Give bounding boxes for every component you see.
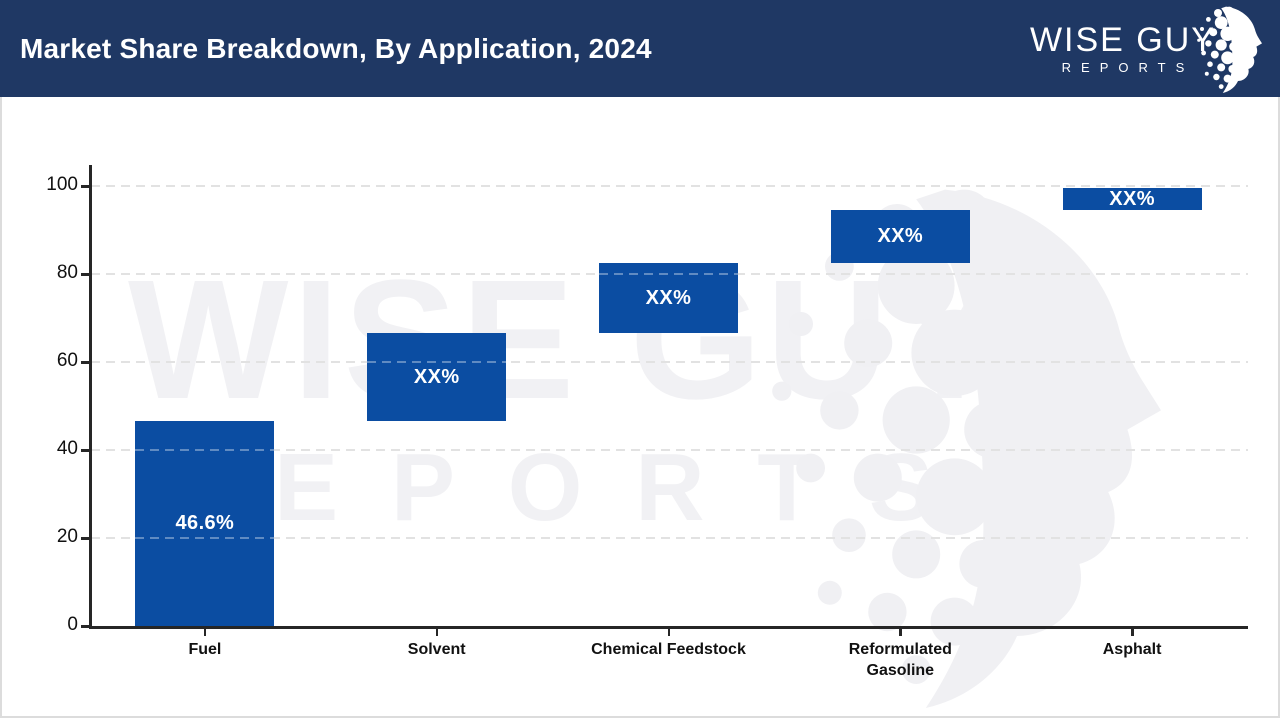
- gridline-40: [91, 449, 1248, 451]
- x-tick-3: [899, 628, 902, 636]
- y-tick-60: [81, 361, 89, 364]
- x-tick-1: [435, 628, 439, 636]
- y-tick-0: [81, 625, 89, 628]
- y-axis-tick-label: 100: [46, 174, 78, 195]
- page-title: Market Share Breakdown, By Application, …: [20, 32, 652, 64]
- x-tick-4: [1131, 628, 1134, 636]
- bar-asphalt: XX%: [1062, 187, 1202, 210]
- y-axis-tick-label: 60: [56, 350, 78, 371]
- gridline-overlay: [367, 360, 507, 363]
- gridline-overlay: [135, 448, 275, 451]
- y-axis-line: [89, 165, 92, 628]
- x-tick-2: [667, 628, 670, 636]
- x-axis-category-label: Asphalt: [1102, 641, 1162, 658]
- gridline-100: [91, 185, 1248, 187]
- bar-value-label: XX%: [1109, 187, 1155, 210]
- x-tick-0: [203, 628, 207, 636]
- bar-value-label: 46.6%: [175, 512, 235, 535]
- x-axis-category-label: Solvent: [407, 641, 466, 658]
- bar-value-label: XX%: [877, 225, 924, 248]
- y-tick-100: [81, 185, 89, 188]
- y-tick-20: [81, 537, 89, 540]
- gridline-overlay: [599, 272, 738, 275]
- gridline-overlay: [135, 536, 275, 539]
- y-tick-80: [81, 273, 89, 276]
- x-axis-category-label: Reformulated Gasoline: [848, 641, 952, 679]
- logo-subtext: REPORTS: [1061, 59, 1195, 75]
- y-axis-tick-label: 80: [56, 262, 78, 283]
- bar-chemical-feedstock: XX%: [599, 262, 738, 333]
- x-axis-category-label: Fuel: [188, 641, 222, 658]
- y-axis-tick-label: 40: [56, 438, 78, 459]
- header: Market Share Breakdown, By Application, …: [0, 0, 1280, 97]
- gridline-60: [91, 361, 1248, 363]
- y-tick-40: [81, 449, 89, 452]
- logo-text: WISE GUY REPORTS: [1030, 23, 1216, 75]
- x-axis-category-label: Chemical Feedstock: [591, 641, 746, 658]
- bar-reformulated-gasoline: XX%: [830, 209, 970, 263]
- gridline-20: [91, 537, 1248, 539]
- brand-logo: WISE GUY REPORTS: [1030, 5, 1266, 93]
- bar-value-label: XX%: [645, 286, 692, 309]
- watermark-subtext: REPORTS: [152, 434, 986, 541]
- y-axis-tick-label: 20: [56, 526, 78, 547]
- bar-value-label: XX%: [413, 365, 460, 388]
- x-axis-line: [89, 626, 1248, 629]
- bar-fuel: 46.6%: [135, 420, 275, 626]
- logo-wordmark: WISE GUY: [1029, 20, 1216, 59]
- y-axis-tick-label: 0: [67, 614, 78, 635]
- bar-solvent: XX%: [367, 332, 507, 421]
